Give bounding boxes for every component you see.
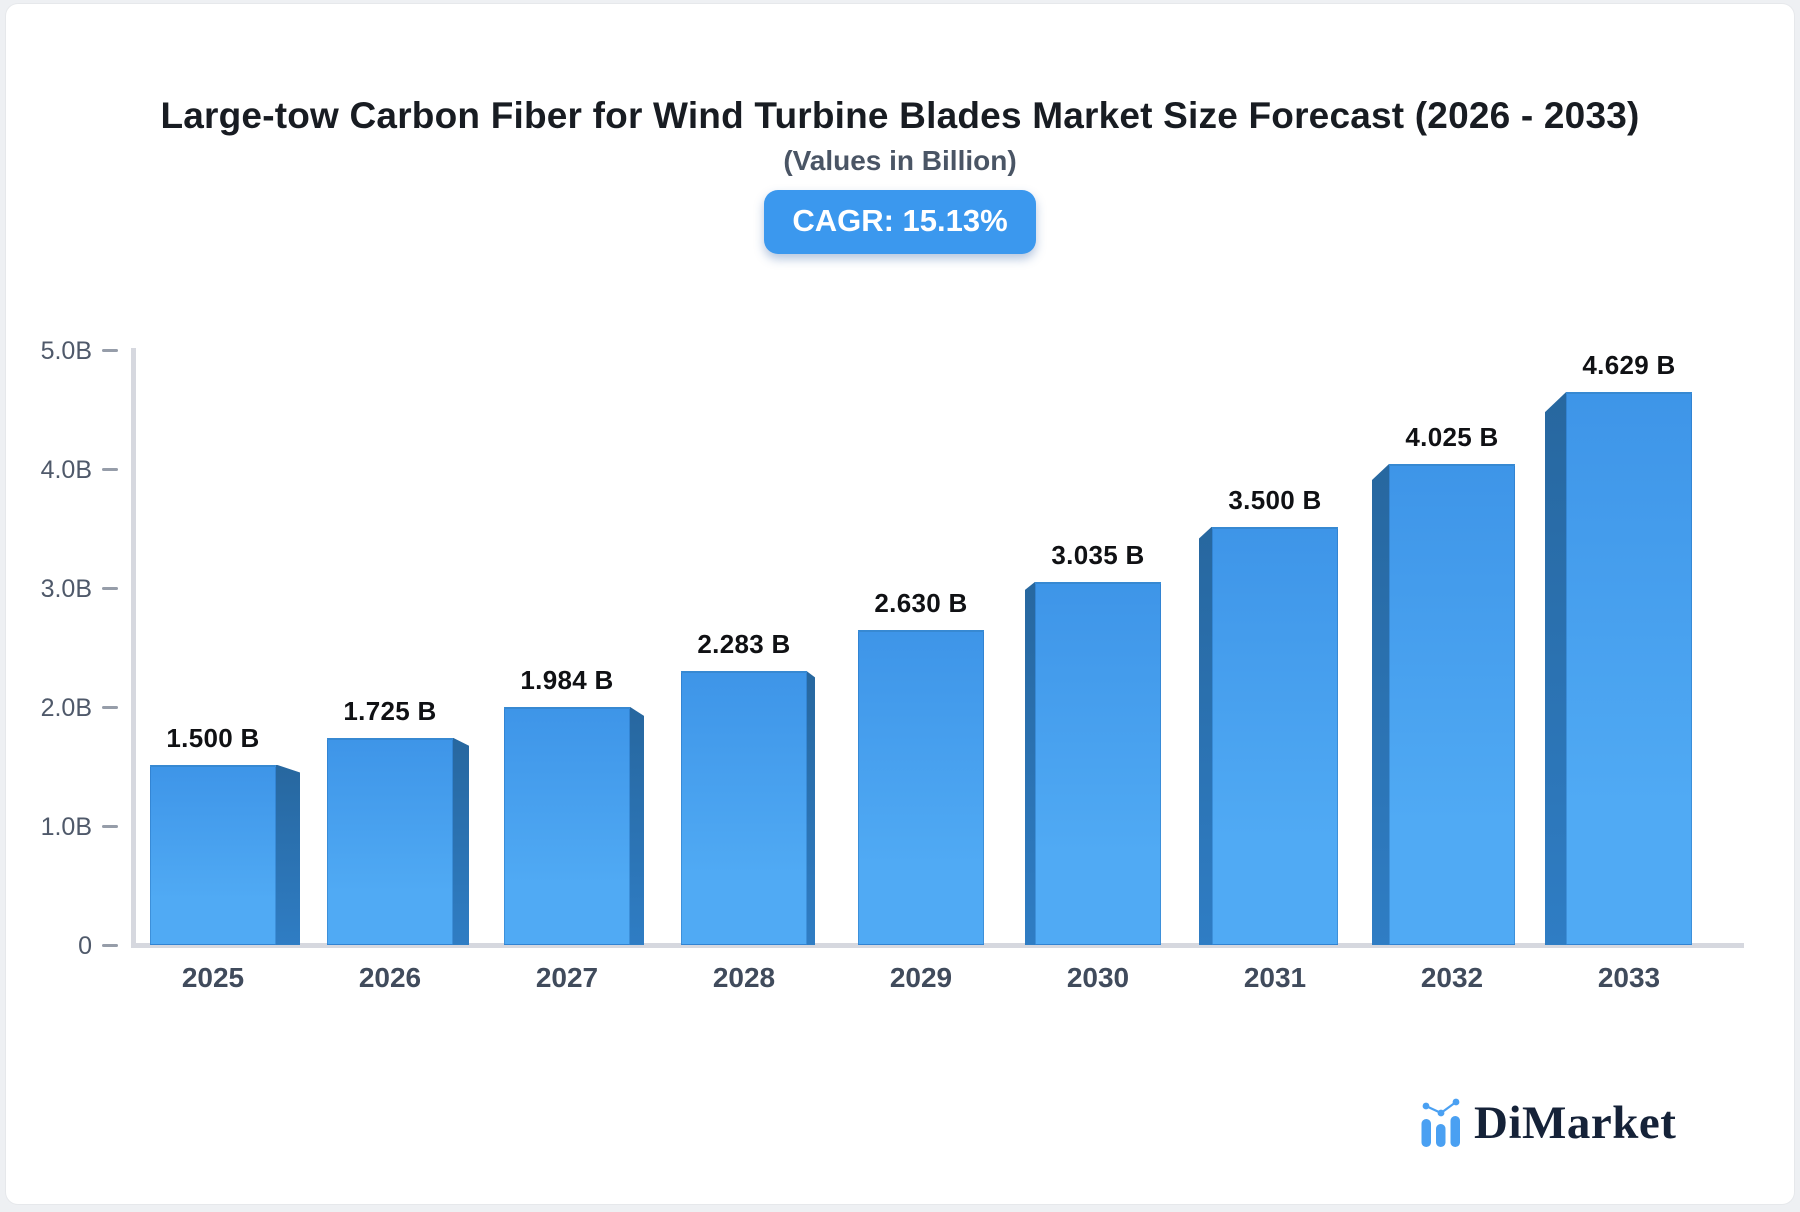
bar-2032 bbox=[1389, 464, 1515, 945]
x-axis-baseline bbox=[131, 943, 1744, 948]
brand-name: DiMarket bbox=[1474, 1097, 1677, 1149]
x-axis-label-2028: 2028 bbox=[712, 962, 776, 993]
bar-value-label: 4.025 B bbox=[1405, 422, 1499, 453]
x-axis-label-2031: 2031 bbox=[1243, 962, 1307, 993]
y-tick-mark bbox=[102, 944, 118, 947]
bar-3d-side-face bbox=[1372, 464, 1389, 945]
x-axis-label-2027: 2027 bbox=[535, 962, 599, 993]
brand-logo: DiMarket bbox=[1420, 1096, 1676, 1150]
y-tick-mark bbox=[102, 825, 118, 828]
x-axis-label-2025: 2025 bbox=[181, 962, 245, 993]
x-axis-label-2033: 2033 bbox=[1597, 962, 1661, 993]
bar-3d-side-face bbox=[1025, 581, 1035, 945]
bar-2033 bbox=[1566, 392, 1692, 945]
bar-3d-side-face bbox=[807, 671, 815, 945]
y-tick-label: 2.0B bbox=[40, 694, 92, 722]
y-axis-line bbox=[131, 348, 136, 948]
bar-value-label: 1.500 B bbox=[166, 722, 260, 753]
header-block: Large-tow Carbon Fiber for Wind Turbine … bbox=[0, 92, 1800, 254]
bar-3d-side-face bbox=[453, 737, 469, 945]
x-axis-label-2026: 2026 bbox=[358, 962, 422, 993]
bar-value-label: 4.629 B bbox=[1582, 350, 1676, 381]
y-tick-label: 3.0B bbox=[40, 575, 92, 603]
bar-2030 bbox=[1035, 581, 1161, 945]
bar-value-label: 1.984 B bbox=[520, 664, 614, 695]
y-tick-mark bbox=[102, 468, 118, 471]
bar-value-label: 1.725 B bbox=[343, 695, 437, 726]
x-axis-label-2030: 2030 bbox=[1066, 962, 1130, 993]
bar-3d-side-face bbox=[1199, 526, 1212, 945]
x-axis-label-2032: 2032 bbox=[1420, 962, 1484, 993]
dimarket-logo-icon bbox=[1420, 1097, 1462, 1149]
bar-value-label: 3.500 B bbox=[1228, 484, 1322, 515]
chart-subtitle: (Values in Billion) bbox=[783, 145, 1017, 176]
bar-2025 bbox=[150, 764, 276, 945]
bar-3d-side-face bbox=[630, 706, 644, 945]
bar-value-label: 2.283 B bbox=[697, 629, 791, 660]
y-tick-mark bbox=[102, 706, 118, 709]
bar-2029 bbox=[858, 630, 984, 945]
y-tick-label: 4.0B bbox=[40, 456, 92, 484]
chart-title: Large-tow Carbon Fiber for Wind Turbine … bbox=[160, 95, 1640, 136]
y-tick-mark bbox=[102, 349, 118, 352]
x-axis-label-2029: 2029 bbox=[889, 962, 953, 993]
y-tick-label: 1.0B bbox=[40, 813, 92, 841]
bar-2031 bbox=[1212, 526, 1338, 945]
bar-3d-side-face bbox=[276, 764, 300, 945]
y-tick-label: 0 bbox=[78, 932, 92, 960]
bar-2027 bbox=[504, 706, 630, 945]
bar-2028 bbox=[681, 671, 807, 945]
bar-3d-side-face bbox=[1545, 392, 1566, 945]
y-tick-mark bbox=[102, 587, 118, 590]
y-tick-label: 5.0B bbox=[40, 337, 92, 365]
bar-value-label: 3.035 B bbox=[1051, 539, 1145, 570]
bar-value-label: 2.630 B bbox=[874, 588, 968, 619]
bar-2026 bbox=[327, 737, 453, 945]
cagr-badge: CAGR: 15.13% bbox=[764, 190, 1036, 254]
